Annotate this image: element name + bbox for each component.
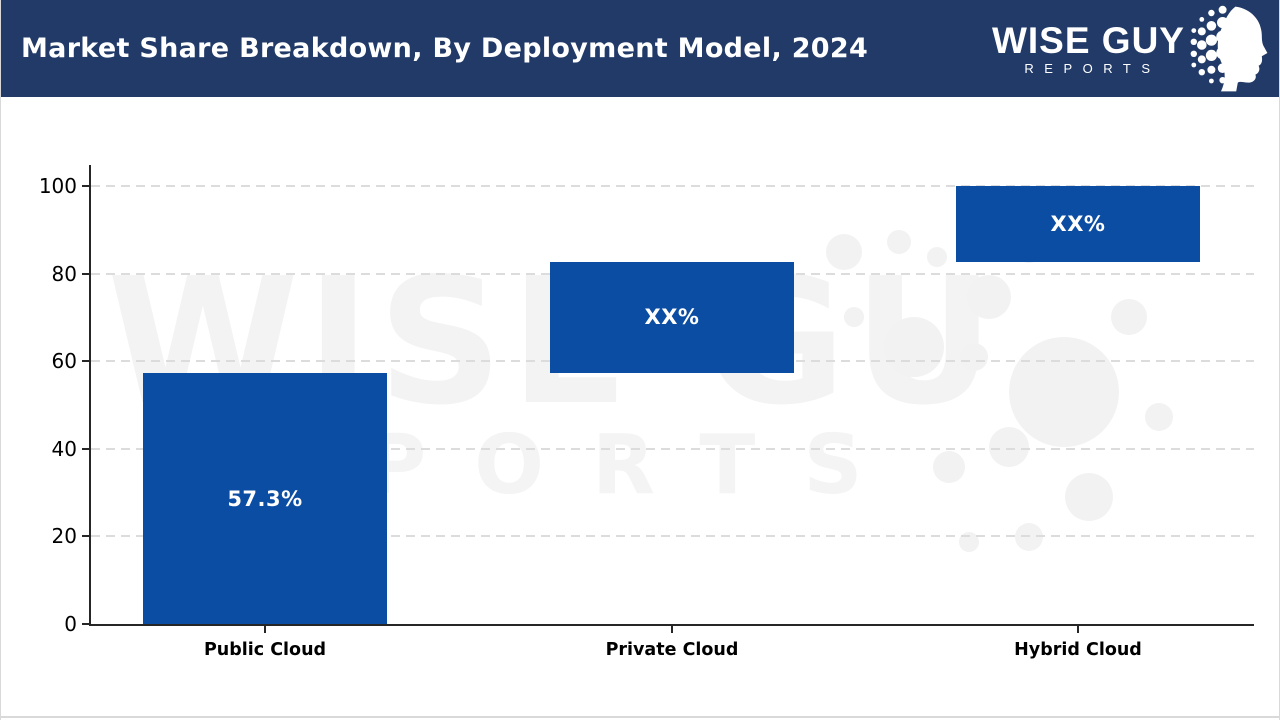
y-tick-label: 80 [51,261,77,286]
x-tick [1077,626,1079,633]
y-axis-line [89,165,91,626]
y-tick-label: 40 [51,436,77,461]
x-tick [671,626,673,633]
y-tick-label: 20 [51,524,77,549]
y-tick-label: 100 [38,174,77,198]
y-tick [82,535,90,538]
y-tick-label: 0 [64,612,77,636]
bottom-border-line [1,716,1279,718]
dotted-head-profile-icon [1190,5,1268,92]
page-title: Market Share Breakdown, By Deployment Mo… [21,33,869,64]
bar: XX% [550,261,794,374]
bar-value-label: XX% [1050,211,1106,236]
x-tick [264,626,266,633]
bar: 57.3% [143,373,387,624]
bar: XX% [956,186,1200,262]
gridline [91,185,1254,187]
y-tick [82,360,90,363]
bar-value-label: 57.3% [227,486,303,511]
gridline [91,447,1254,450]
y-tick [82,447,90,450]
logo-wordmark: WISE GUY [991,20,1185,62]
gridline [91,535,1254,538]
x-axis-label: Public Cloud [203,640,327,660]
x-axis-label: Private Cloud [605,640,739,660]
bar-value-label: XX% [644,305,700,330]
y-tick-label: 60 [51,349,77,374]
watermark-head-dots [826,230,1173,552]
y-tick [82,185,90,187]
wiseguy-logo: WISE GUY REPORTS [992,4,1271,94]
header: Market Share Breakdown, By Deployment Mo… [1,0,1279,97]
x-axis-line [89,623,1254,626]
x-axis-label: Hybrid Cloud [1014,640,1142,660]
logo-reports-label: REPORTS [1024,60,1161,76]
y-tick [82,272,90,275]
y-tick [82,623,90,625]
